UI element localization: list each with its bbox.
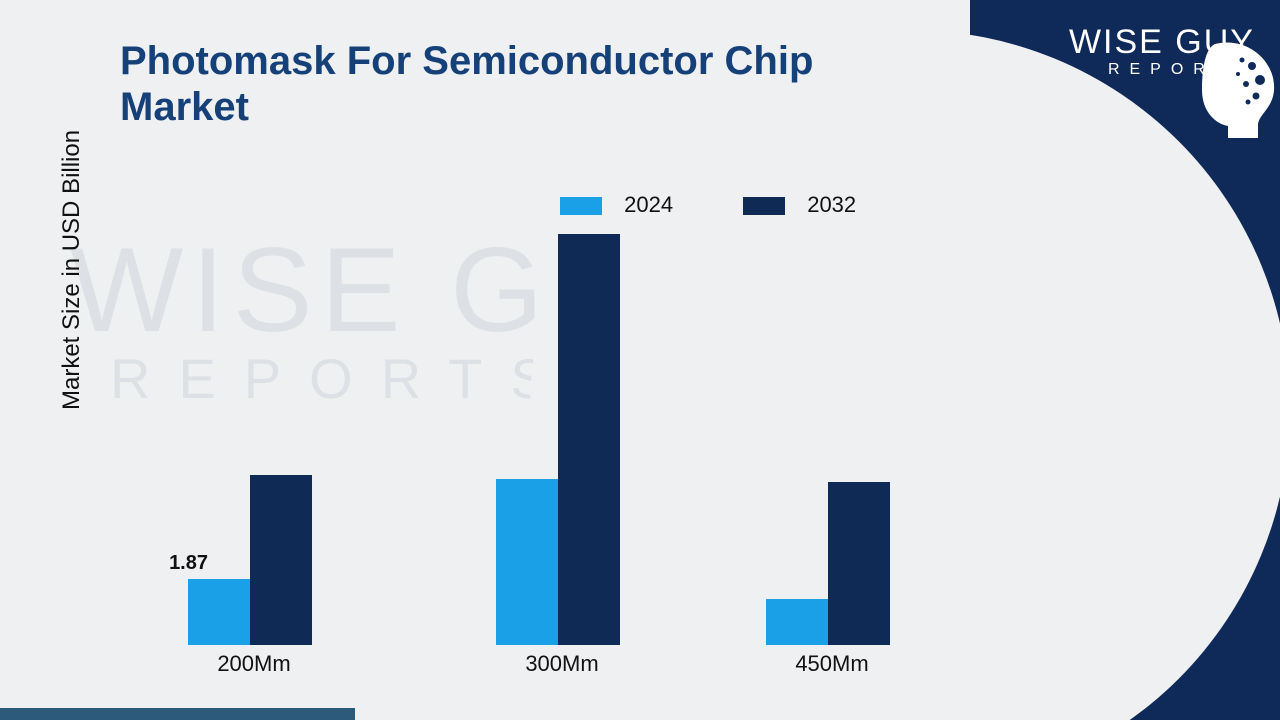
legend-item-2032: 2032 [743, 192, 856, 218]
legend-label-2032: 2032 [807, 192, 856, 217]
bottom-accent-strip [0, 708, 355, 720]
legend-item-2024: 2024 [560, 192, 673, 218]
legend-swatch-2024 [560, 197, 602, 215]
brand-head-icon [1190, 40, 1280, 140]
legend-label-2024: 2024 [624, 192, 673, 217]
bar-2024 [766, 599, 828, 645]
x-tick-label: 450Mm [742, 651, 922, 677]
chart-legend: 2024 2032 [560, 192, 856, 218]
x-tick-label: 300Mm [472, 651, 652, 677]
bar-2032 [828, 482, 890, 645]
y-axis-label: Market Size in USD Billion [58, 130, 86, 410]
bar-2032 [558, 234, 620, 645]
brand-logo: WISE GUY REPORTS [1069, 25, 1255, 79]
chart-title: Photomask For Semiconductor Chip Market [120, 38, 880, 130]
bar-2032 [250, 475, 312, 645]
bar-value-label: 1.87 [128, 552, 208, 575]
legend-swatch-2032 [743, 197, 785, 215]
x-tick-label: 200Mm [164, 651, 344, 677]
plot-area: 200Mm300Mm450Mm1.87 [120, 220, 920, 645]
bar-2024 [188, 579, 250, 645]
chart-canvas: WISE GUY REPORTS WISE GUY REPORTS [0, 0, 1280, 720]
chart-area: 200Mm 300Mm 450Mm 1.87 [120, 220, 920, 675]
bar-2024 [496, 479, 558, 645]
